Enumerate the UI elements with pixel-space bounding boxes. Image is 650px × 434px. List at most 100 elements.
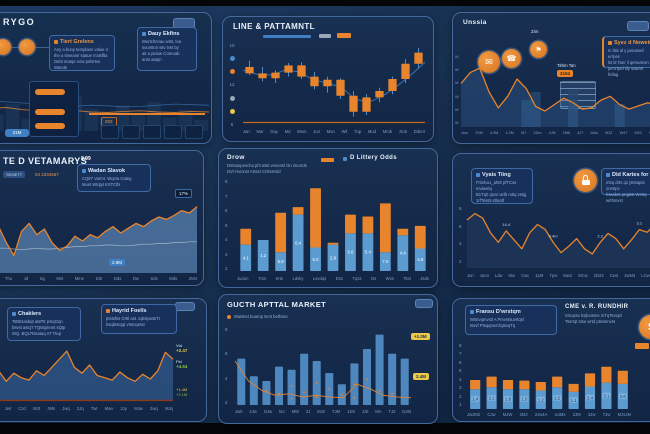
legend-dot-orange <box>227 314 231 319</box>
svg-text:1.5: 1.5 <box>521 397 528 402</box>
panel-market-area: Chaklers TstBGasbqt atsPtr pstqGqn bsvst… <box>0 298 207 422</box>
svg-text:3.1: 3.1 <box>603 393 610 398</box>
x-label: 2JM <box>572 412 581 417</box>
x-label: CJw <box>487 412 496 417</box>
svg-text:7.0: 7.0 <box>382 259 389 264</box>
svg-text:2.6: 2.6 <box>620 394 627 399</box>
window-chip[interactable] <box>415 299 433 308</box>
thumbnail[interactable] <box>164 125 182 139</box>
y-axis-legend: 10 12 6 <box>227 43 237 127</box>
step-circle-1[interactable] <box>0 39 11 55</box>
flag-step-icon[interactable]: ⚑ <box>530 41 547 58</box>
area-chart <box>0 350 174 402</box>
panel-title: CME v. R. RUNDHIR <box>565 304 629 310</box>
tooltip-body: Wurtchnnau wtst, tva sountton wtv tvst b… <box>142 38 182 62</box>
account-number: 04 2334567 <box>35 172 59 177</box>
svg-text:1.2: 1.2 <box>260 253 267 258</box>
x-label: 4Jw <box>249 409 257 414</box>
action-button[interactable] <box>35 109 65 115</box>
info-icon <box>82 169 86 173</box>
x-label: Ds <box>371 276 377 281</box>
legend-dot-yellow <box>229 108 235 114</box>
legend-label: Watsket buamp tsmt betfotec <box>234 314 289 319</box>
x-label: Jun <box>313 129 320 134</box>
x-label: GJw <box>263 409 273 414</box>
panel-title: GUCTH APTTAL MARKET <box>227 300 327 309</box>
tooltip-card: Chaklers TstBGasbqt atsPtr pstqGqn bsvst… <box>7 307 81 341</box>
x-label: Jun <box>467 273 474 278</box>
action-button[interactable] <box>35 89 65 95</box>
y-tick: 6 <box>459 359 462 365</box>
x-label: wJMs <box>554 412 566 417</box>
thumbnail[interactable] <box>143 125 161 139</box>
x-axis: 4ThuJdSgMstMmeDdrDdsDwSdsMds2M4 <box>0 276 197 281</box>
currency-badge: $ <box>639 315 650 339</box>
y-tick: 8 <box>459 343 462 348</box>
panel-title: TE D VETAMARYS <box>3 156 88 166</box>
x-axis: MwJwtCJdWJtJMsJwq2JqTwtMwv2JyMJw2wqMJq <box>0 406 173 411</box>
lock-icon <box>581 175 590 185</box>
x-label: Mud <box>367 129 377 134</box>
x-label: Mwv <box>104 406 114 411</box>
panel-overview-flow: RYGO Tiert Grelens Any a buny templann v… <box>0 12 212 144</box>
y-tick: 12 <box>229 82 235 88</box>
window-chip[interactable] <box>175 302 195 311</box>
x-label: Sg <box>39 276 45 281</box>
y-tick: 2 <box>459 258 462 264</box>
y-axis: 8 7 6 5 4 3 2 <box>225 179 228 271</box>
window-chip[interactable] <box>627 21 649 31</box>
x-label: 2MJ <box>519 412 528 417</box>
x-label: 1pM <box>535 273 544 278</box>
x-axis: JwJM2 CJw MJW 2MJ 2Jw4A wJMs 2JM 3Jw TJw MJsJM <box>467 412 631 417</box>
action-button[interactable] <box>35 123 65 129</box>
thumbnail[interactable] <box>122 125 140 139</box>
connector-line <box>35 47 49 48</box>
y-tick: M <box>455 107 459 112</box>
y-tick: 2 <box>225 399 228 405</box>
x-axis: Judun Tms Krts Ldsky Lsvdqs Dss Tqss Ds Wss Tsst J… <box>237 276 429 281</box>
x-label: W47 <box>619 131 628 135</box>
tooltip-body: Any a buny templann value it the a timea… <box>54 46 108 70</box>
x-label: Jsds <box>420 276 429 281</box>
x-label: Day <box>270 129 278 134</box>
top-letterbox <box>0 0 650 6</box>
step-circle-2[interactable] <box>19 39 35 55</box>
thumbnail[interactable] <box>101 125 119 139</box>
y-tick: 2 <box>225 266 228 271</box>
mini-label: Zim <box>531 29 539 34</box>
x-label: Cw3 <box>609 273 619 278</box>
tooltip-title: Did Kartes for Its It <box>606 172 650 178</box>
x-axis: Jan Mar Day Md Mom Jun Mon Wil Tup Mud Mmb Jrub Ddnn… <box>243 129 425 134</box>
y-tick: 6 <box>225 208 228 213</box>
x-label: 2M4 <box>188 276 197 281</box>
x-label: Tpw <box>549 273 558 278</box>
mail-step-icon[interactable]: ✉ <box>478 51 500 73</box>
tooltip-body: mbq drts q1 jststapst onrstpv hssabst pr… <box>606 179 647 203</box>
tag-orange <box>635 343 649 349</box>
x-label: Mst <box>56 276 64 281</box>
x-label: M7 <box>521 131 527 135</box>
info-icon <box>606 173 610 177</box>
y-tick: 10 <box>229 43 235 48</box>
alert-icon <box>106 309 110 313</box>
x-label: M22 <box>634 131 642 135</box>
legend-dot-orange <box>229 69 235 75</box>
y-axis: 8 6 4 2 <box>459 206 462 264</box>
x-label: Wil <box>341 129 348 134</box>
panel-title: Drow <box>227 154 245 161</box>
x-label: Cwc <box>521 273 530 278</box>
y-tick: 3 <box>459 385 462 391</box>
panel-stacked-right: Fransu D'wrstqm Wtsrvqmvstl A Pmvntsuvrt… <box>452 298 650 422</box>
info-icon <box>470 310 474 314</box>
thumbnail[interactable] <box>185 125 203 139</box>
logo: RYGO <box>3 17 36 27</box>
y-tick: 7 <box>225 193 228 199</box>
panel-candlestick: LINE & PATTAMNTL 10 12 6 Jan Mar Day Md Mom J… <box>222 16 434 142</box>
x-label: Mw <box>508 273 516 278</box>
y-tick: 3 <box>225 251 228 257</box>
x-label: Tms <box>257 276 267 281</box>
phone-step-icon[interactable]: ☎ <box>502 49 521 68</box>
svg-text:6.4: 6.4 <box>295 240 302 245</box>
x-label: JJ0 <box>361 409 369 414</box>
svg-text:2.2: 2.2 <box>554 396 561 401</box>
